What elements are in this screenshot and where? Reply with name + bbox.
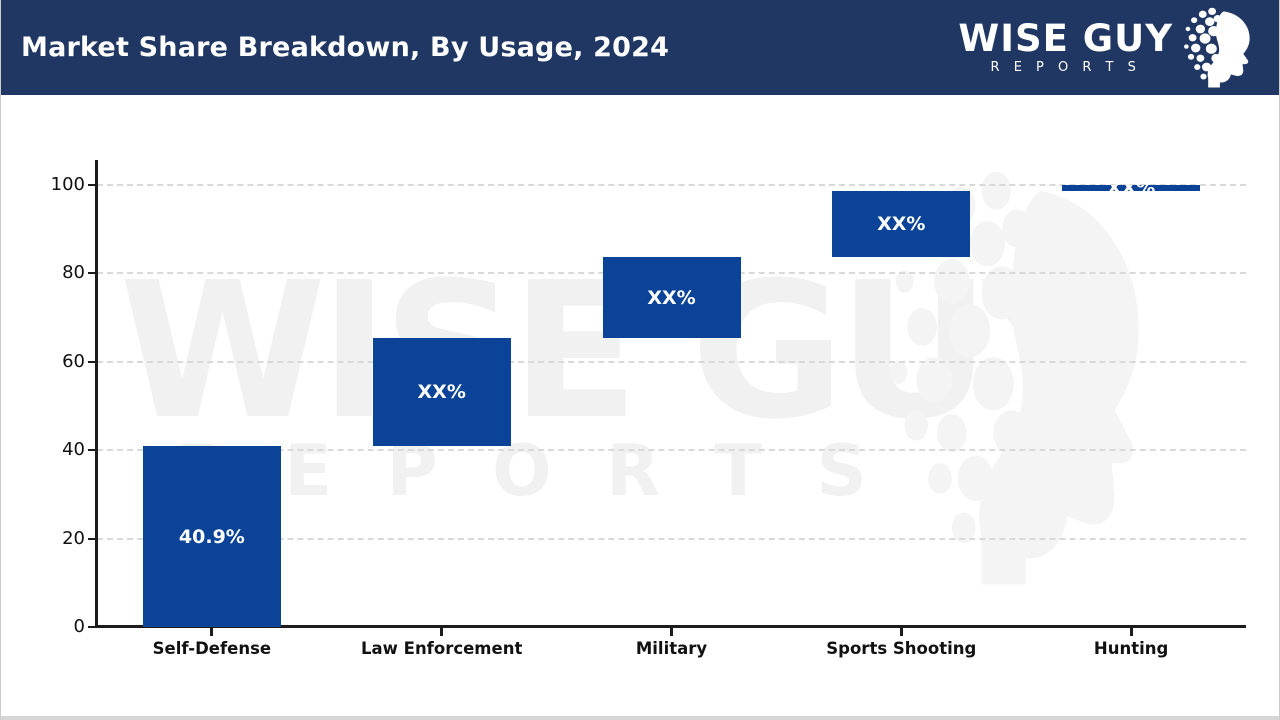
brand-head-icon [1184,7,1250,88]
y-tick-label-40: 40 [62,439,85,461]
brand-tagline: R E P O R T S [990,60,1141,76]
y-tick-label-60: 60 [62,350,85,372]
y-tick-label-100: 100 [50,174,85,195]
bar-label-hunting: XX% [1107,185,1155,191]
header: Market Share Breakdown, By Usage, 2024 W… [1,0,1279,95]
y-tick-mark-100 [88,184,96,186]
bar-law-enforcement: XX% [372,337,511,447]
gridline-20 [97,537,1246,540]
x-tick-mark-hunting [1129,628,1133,636]
y-tick-mark-0 [88,626,96,628]
gridline-60 [97,360,1246,363]
bar-label-law-enforcement: XX% [417,381,466,404]
watermark-text-2: R E P O R T S [176,430,882,512]
x-tick-mark-law-enforcement [440,628,444,636]
y-tick-mark-80 [88,272,96,275]
category-label-self-defense: Self-Defense [152,639,272,658]
brand-logo: WISE GUY R E P O R T S [958,7,1255,89]
bar-self-defense: 40.9% [142,446,281,627]
category-label-sports-shooting: Sports Shooting [826,639,977,658]
y-axis-line [95,160,98,628]
gridline-100 [97,184,1246,186]
x-axis-line [95,625,1246,628]
y-tick-mark-20 [88,537,96,540]
footer-strip [1,716,1279,720]
bar-hunting: XX% [1062,185,1201,192]
page-title: Market Share Breakdown, By Usage, 2024 [21,32,670,63]
x-tick-mark-military [670,628,673,636]
category-label-law-enforcement: Law Enforcement [361,639,523,658]
y-tick-label-0: 0 [73,616,85,637]
category-label-hunting: Hunting [1093,639,1169,658]
y-tick-mark-40 [88,449,96,452]
x-tick-mark-sports-shooting [899,628,903,636]
brand-name: WISE GUY [958,16,1173,60]
bar-label-self-defense: 40.9% [178,525,245,548]
bar-label-military: XX% [647,286,696,309]
category-label-military: Military [635,639,708,658]
bar-sports-shooting: XX% [832,191,971,258]
y-tick-label-80: 80 [62,262,85,284]
brand-wordmark: WISE GUY R E P O R T S [958,16,1173,76]
bar-military: XX% [602,257,741,338]
y-tick-label-20: 20 [62,527,85,549]
y-tick-mark-60 [88,360,96,363]
x-tick-mark-self-defense [210,628,214,636]
gridline-40 [97,449,1246,452]
bar-label-sports-shooting: XX% [877,213,926,236]
